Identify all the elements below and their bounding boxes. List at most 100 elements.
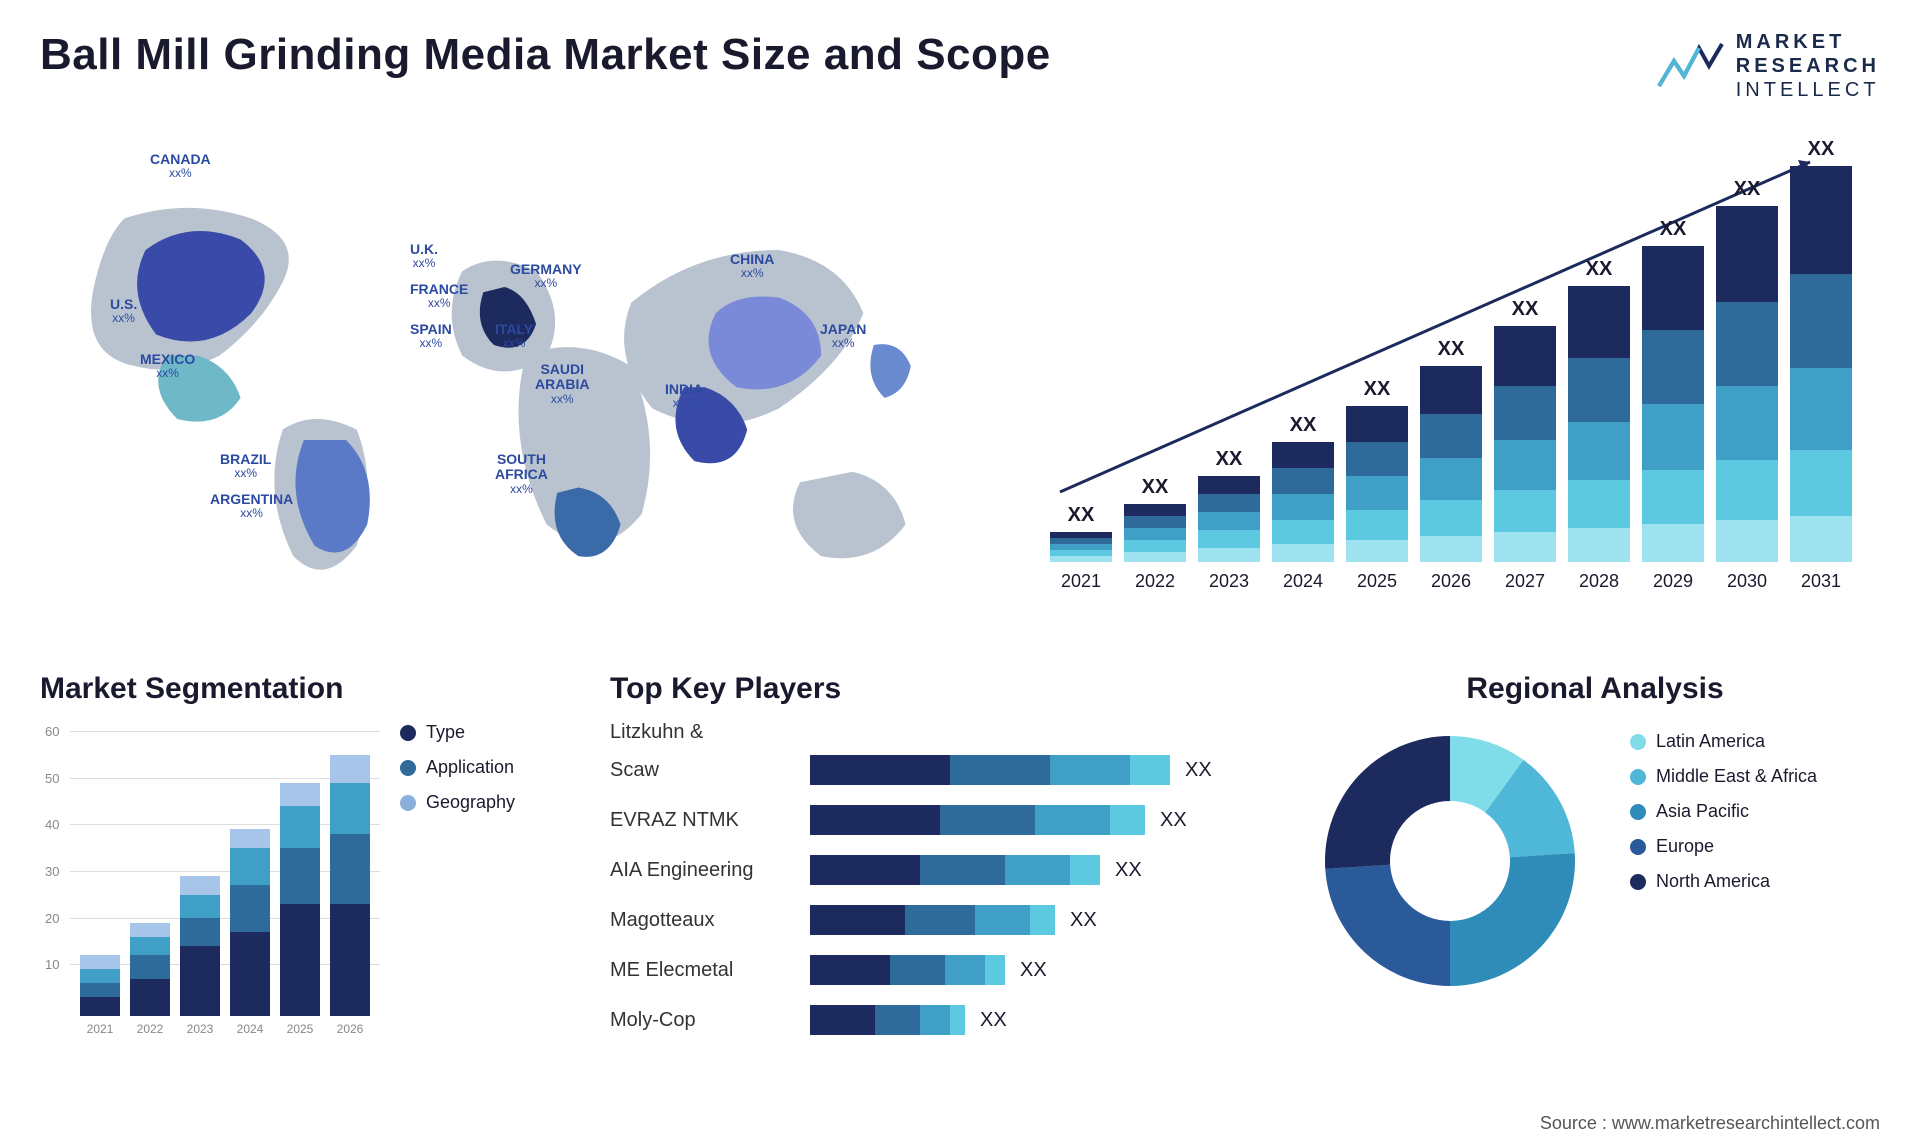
legend-label: Asia Pacific <box>1656 801 1749 822</box>
forecast-year-label: 2030 <box>1716 571 1778 592</box>
player-bar-seg <box>810 1005 875 1035</box>
player-bar <box>810 755 1170 785</box>
forecast-year-label: 2023 <box>1198 571 1260 592</box>
regional-legend-item: Asia Pacific <box>1630 801 1817 822</box>
forecast-bar-seg <box>1346 510 1408 540</box>
regional-legend-item: Middle East & Africa <box>1630 766 1817 787</box>
player-bar-seg <box>1110 805 1145 835</box>
forecast-bar-2025 <box>1346 406 1408 562</box>
seg-bar-seg <box>80 983 120 997</box>
forecast-bar-seg <box>1716 386 1778 460</box>
seg-bar-2022 <box>130 923 170 1016</box>
player-bar-seg <box>1130 755 1170 785</box>
forecast-year-label: 2027 <box>1494 571 1556 592</box>
seg-bar-seg <box>280 783 320 806</box>
player-bar <box>810 855 1100 885</box>
player-bar-seg <box>950 1005 965 1035</box>
player-bar-seg <box>810 855 920 885</box>
player-bar-seg <box>875 1005 920 1035</box>
map-label-saudiarabia: SAUDIARABIAxx% <box>535 362 589 406</box>
forecast-value-label: XX <box>1790 138 1852 161</box>
forecast-bar-seg <box>1124 552 1186 562</box>
seg-x-label: 2022 <box>130 1022 170 1036</box>
forecast-bar-seg <box>1642 524 1704 562</box>
forecast-bar-seg <box>1790 450 1852 516</box>
map-label-italy: ITALYxx% <box>495 322 533 351</box>
forecast-bar-2029 <box>1642 246 1704 562</box>
forecast-bar-seg <box>1790 274 1852 368</box>
seg-legend-item: Type <box>400 722 515 743</box>
forecast-year-label: 2029 <box>1642 571 1704 592</box>
forecast-bar-seg <box>1124 528 1186 540</box>
forecast-chart: XX2021XX2022XX2023XX2024XX2025XX2026XX20… <box>1020 122 1880 642</box>
player-value: XX <box>1160 809 1187 832</box>
player-label: Magotteaux <box>610 909 810 932</box>
forecast-bar-seg <box>1346 442 1408 476</box>
seg-bar-seg <box>330 834 370 904</box>
donut-slice <box>1450 853 1575 986</box>
map-label-france: FRANCExx% <box>410 282 468 311</box>
legend-label: North America <box>1656 871 1770 892</box>
forecast-bar-seg <box>1198 530 1260 548</box>
seg-bar-seg <box>80 969 120 983</box>
forecast-bar-seg <box>1346 540 1408 562</box>
donut-slice <box>1325 865 1450 986</box>
forecast-bar-2022 <box>1124 504 1186 562</box>
forecast-bar-seg <box>1568 528 1630 562</box>
player-bar-seg <box>810 755 950 785</box>
forecast-bar-seg <box>1494 532 1556 562</box>
logo-line2: RESEARCH <box>1736 54 1880 78</box>
legend-label: Europe <box>1656 836 1714 857</box>
seg-x-label: 2021 <box>80 1022 120 1036</box>
map-label-china: CHINAxx% <box>730 252 774 281</box>
seg-bar-seg <box>230 829 270 848</box>
logo: MARKET RESEARCH INTELLECT <box>1654 30 1880 102</box>
forecast-value-label: XX <box>1050 504 1112 527</box>
forecast-bar-seg <box>1050 556 1112 562</box>
player-label: Scaw <box>610 759 810 782</box>
forecast-bar-seg <box>1420 414 1482 458</box>
forecast-value-label: XX <box>1420 338 1482 361</box>
source-attribution: Source : www.marketresearchintellect.com <box>1540 1113 1880 1134</box>
forecast-year-label: 2028 <box>1568 571 1630 592</box>
forecast-bar-seg <box>1716 460 1778 520</box>
forecast-value-label: XX <box>1494 298 1556 321</box>
seg-bar-seg <box>280 904 320 1016</box>
forecast-bar-seg <box>1642 330 1704 404</box>
seg-y-tick: 50 <box>45 771 59 786</box>
forecast-bar-seg <box>1642 470 1704 524</box>
key-players-title: Top Key Players <box>610 672 1290 706</box>
forecast-bar-2027 <box>1494 326 1556 562</box>
forecast-bar-2028 <box>1568 286 1630 562</box>
player-bar-seg <box>810 805 940 835</box>
forecast-bar-seg <box>1790 166 1852 274</box>
forecast-bar-seg <box>1494 490 1556 532</box>
forecast-bar-seg <box>1568 358 1630 422</box>
forecast-bar-seg <box>1420 536 1482 562</box>
segmentation-title: Market Segmentation <box>40 672 590 706</box>
forecast-bar-seg <box>1272 520 1334 544</box>
forecast-bar-seg <box>1716 302 1778 386</box>
world-map: CANADAxx%U.S.xx%MEXICOxx%BRAZILxx%ARGENT… <box>40 122 990 642</box>
seg-bar-2025 <box>280 783 320 1016</box>
player-row: EVRAZ NTMKXX <box>610 800 1290 840</box>
player-bar-seg <box>1005 855 1070 885</box>
forecast-year-label: 2026 <box>1420 571 1482 592</box>
forecast-bar-seg <box>1198 548 1260 562</box>
seg-gridline <box>70 731 380 732</box>
forecast-bar-seg <box>1124 540 1186 552</box>
seg-bar-2024 <box>230 829 270 1016</box>
forecast-value-label: XX <box>1716 178 1778 201</box>
player-bar-seg <box>975 905 1030 935</box>
map-label-mexico: MEXICOxx% <box>140 352 195 381</box>
forecast-bar-2021 <box>1050 532 1112 562</box>
seg-legend-item: Application <box>400 757 515 778</box>
forecast-bar-seg <box>1272 494 1334 520</box>
map-label-japan: JAPANxx% <box>820 322 866 351</box>
forecast-bar-2024 <box>1272 442 1334 562</box>
seg-bar-seg <box>280 806 320 848</box>
legend-label: Type <box>426 722 465 743</box>
player-bar-seg <box>950 755 1050 785</box>
player-bar-seg <box>985 955 1005 985</box>
map-label-brazil: BRAZILxx% <box>220 452 271 481</box>
